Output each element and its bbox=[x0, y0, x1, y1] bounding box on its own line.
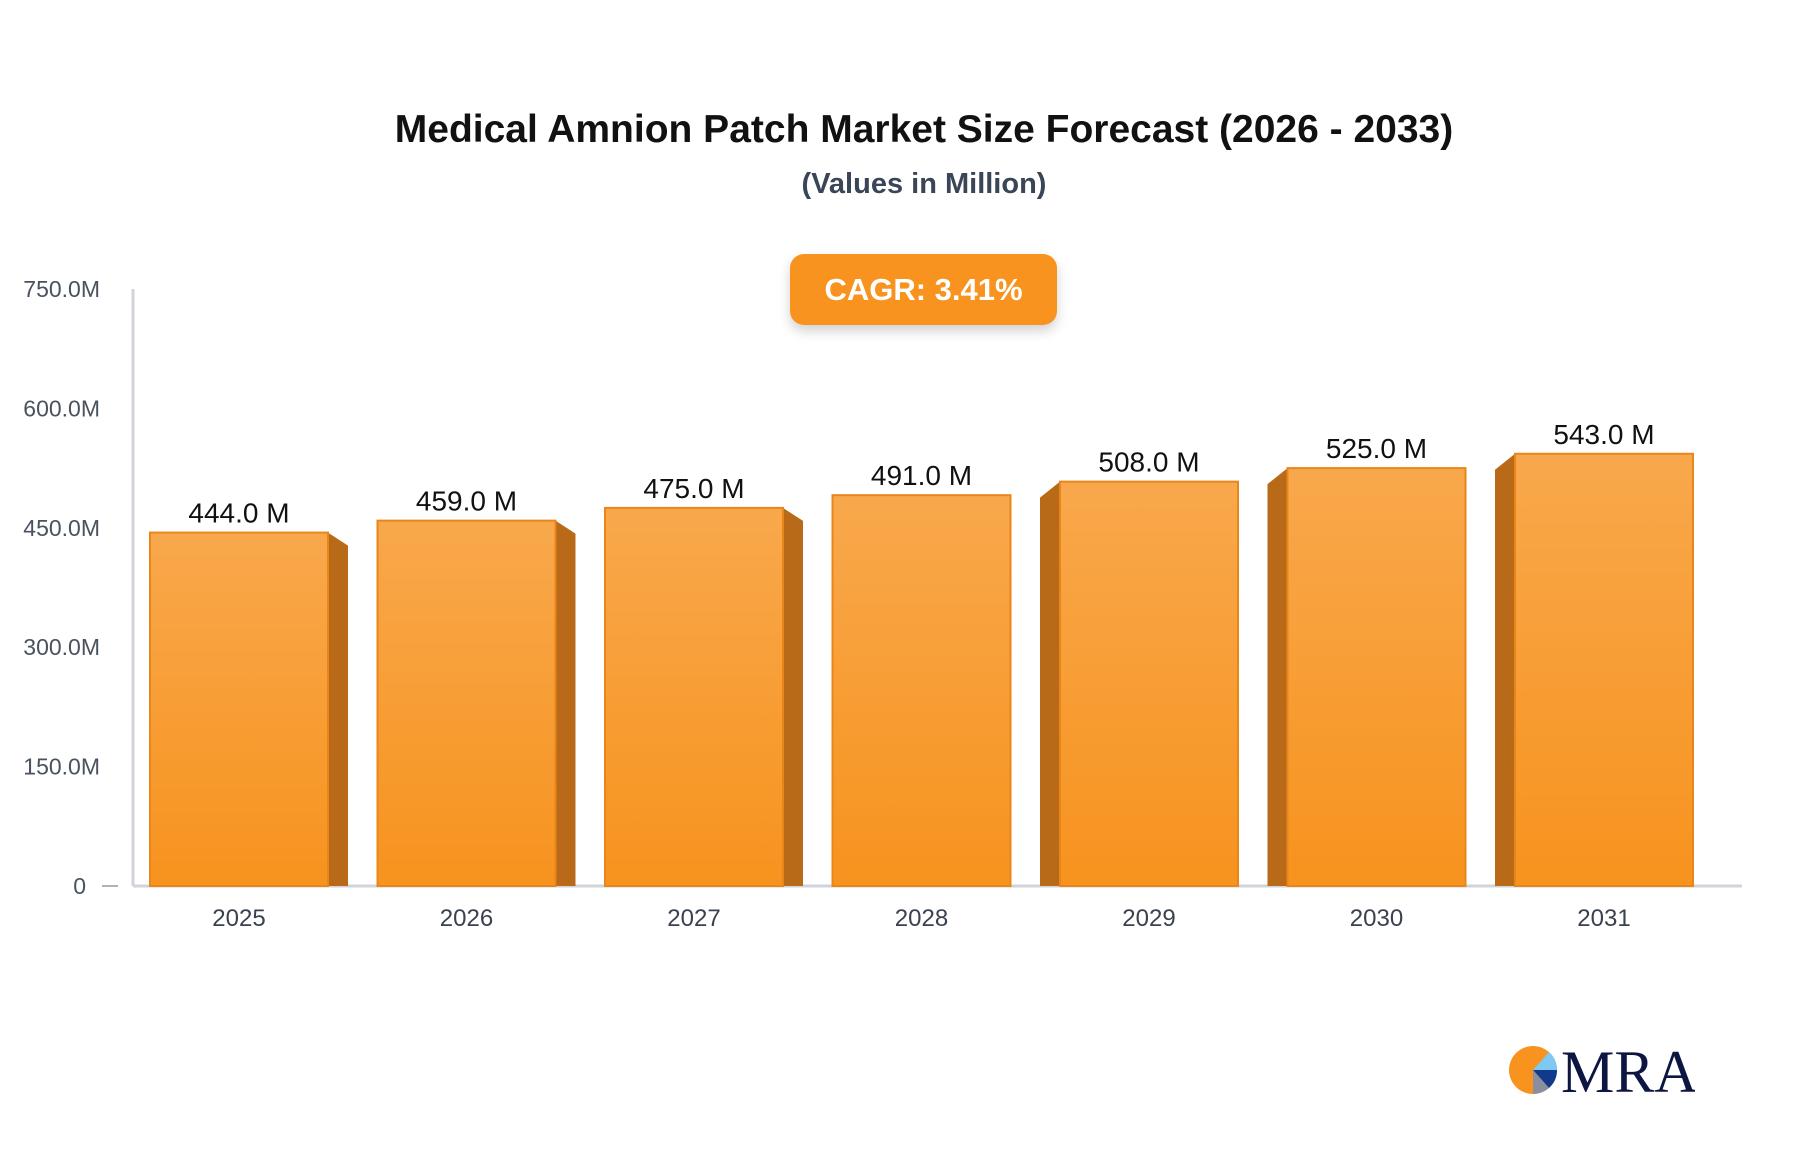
chart-subtitle: (Values in Million) bbox=[801, 168, 1047, 200]
bar bbox=[1286, 467, 1467, 887]
x-tick-label: 2026 bbox=[440, 905, 493, 932]
x-tick-label: 2029 bbox=[1122, 905, 1175, 932]
data-label: 508.0 M bbox=[1098, 447, 1199, 478]
bar bbox=[1059, 480, 1239, 887]
bar-side bbox=[328, 532, 348, 886]
y-tick-label: 600.0M bbox=[23, 395, 100, 421]
bar bbox=[149, 531, 329, 887]
y-tick-label: 450.0M bbox=[23, 515, 100, 541]
svg-text:MRA: MRA bbox=[1561, 1040, 1695, 1100]
x-tick-label: 2030 bbox=[1350, 905, 1403, 932]
data-label: 459.0 M bbox=[416, 486, 517, 517]
data-label: 491.0 M bbox=[871, 460, 972, 491]
data-label: 444.0 M bbox=[188, 498, 289, 529]
y-tick-label: 150.0M bbox=[23, 754, 100, 780]
bar-side bbox=[1495, 453, 1515, 886]
chart-title: Medical Amnion Patch Market Size Forecas… bbox=[394, 108, 1454, 151]
x-tick-label: 2025 bbox=[212, 905, 265, 932]
mra-logo: MRA bbox=[1509, 1040, 1695, 1100]
data-label: 543.0 M bbox=[1553, 419, 1654, 450]
x-tick-label: 2031 bbox=[1577, 905, 1630, 932]
bar-side bbox=[555, 520, 576, 886]
x-tick-label: 2027 bbox=[667, 905, 720, 932]
cagr-badge: CAGR: 3.41% bbox=[790, 254, 1057, 325]
y-tick-label: 750.0M bbox=[23, 276, 100, 302]
data-label: 525.0 M bbox=[1326, 433, 1427, 464]
bar bbox=[604, 506, 784, 887]
bar bbox=[831, 494, 1012, 887]
bar bbox=[1514, 452, 1694, 887]
data-label: 475.0 M bbox=[643, 473, 744, 504]
bar-side bbox=[1040, 481, 1060, 886]
y-tick-label: 300.0M bbox=[23, 634, 100, 660]
bar bbox=[376, 519, 557, 887]
bar-side bbox=[1267, 468, 1288, 886]
y-tick-label: 0 bbox=[73, 873, 86, 899]
bar-side bbox=[783, 507, 803, 886]
x-tick-label: 2028 bbox=[895, 905, 948, 932]
